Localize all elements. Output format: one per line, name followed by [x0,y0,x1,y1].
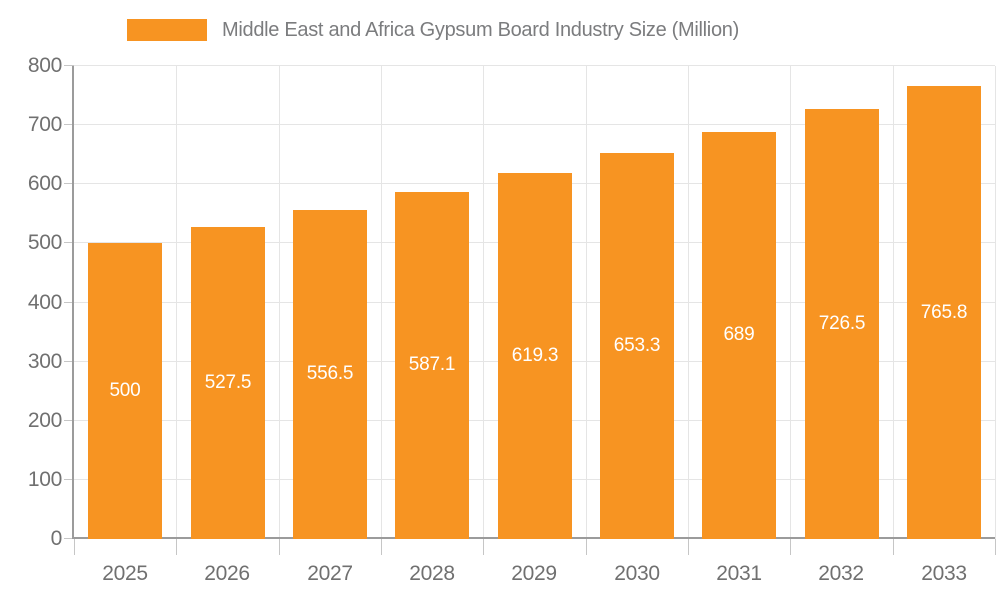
gridline-horizontal [74,124,995,125]
x-tick-label: 2030 [614,562,660,585]
y-tick-label: 0 [50,527,63,550]
gridline-vertical [995,66,996,539]
gridline-vertical [381,66,382,539]
x-axis-tick [279,539,280,555]
legend-label: Middle East and Africa Gypsum Board Indu… [222,19,739,41]
gridline-vertical [790,66,791,539]
bar-value-label: 689 [723,324,755,345]
bar-2030[interactable] [600,153,674,539]
y-axis-tick [64,65,74,66]
y-axis-tick [64,479,74,480]
x-tick-label: 2033 [921,562,967,585]
x-tick-label: 2025 [102,562,148,585]
gridline-vertical [483,66,484,539]
y-axis-tick [64,420,74,421]
x-axis-tick [176,539,177,555]
bar-value-label: 619.3 [511,345,559,366]
bar-2025[interactable] [88,243,162,539]
bar-value-label: 653.3 [613,335,661,356]
x-tick-label: 2032 [818,562,864,585]
y-tick-label: 700 [27,113,62,136]
gridline-vertical [586,66,587,539]
x-tick-label: 2026 [204,562,250,585]
bar-2029[interactable] [498,173,572,539]
bar-2027[interactable] [293,210,367,539]
x-axis-tick [381,539,382,555]
x-axis-tick [995,539,996,555]
bar-value-label: 500 [109,380,141,401]
y-tick-label: 600 [27,172,62,195]
y-tick-label: 100 [27,468,62,491]
bar-2032[interactable] [805,109,879,539]
bar-value-label: 726.5 [818,313,866,334]
x-axis-tick [893,539,894,555]
y-axis-tick [64,183,74,184]
gridline-vertical [279,66,280,539]
bar-2028[interactable] [395,192,469,539]
bar-2033[interactable] [907,86,981,539]
bar-value-label: 765.8 [920,302,968,323]
x-axis-tick [74,539,75,555]
bar-value-label: 556.5 [306,363,354,384]
x-axis-tick [790,539,791,555]
x-axis-tick [586,539,587,555]
y-tick-label: 300 [27,350,62,373]
gridline-horizontal [74,65,995,66]
y-tick-label: 500 [27,231,62,254]
gridline-vertical [176,66,177,539]
y-tick-label: 200 [27,409,62,432]
x-tick-label: 2028 [409,562,455,585]
x-tick-label: 2027 [307,562,353,585]
x-tick-label: 2029 [511,562,557,585]
x-axis-tick [688,539,689,555]
bar-2026[interactable] [191,227,265,539]
bar-value-label: 587.1 [408,354,456,375]
gridline-vertical [893,66,894,539]
y-tick-label: 400 [27,291,62,314]
y-axis-tick [64,242,74,243]
y-tick-label: 800 [27,54,62,77]
y-axis-tick [64,302,74,303]
bar-value-label: 527.5 [204,372,252,393]
x-axis-tick [483,539,484,555]
y-axis-tick [64,124,74,125]
y-axis-line [72,66,74,539]
bar-2031[interactable] [702,132,776,539]
legend-swatch-icon [127,19,207,41]
y-axis-tick [64,538,74,539]
x-tick-label: 2031 [716,562,762,585]
gridline-vertical [688,66,689,539]
legend-item[interactable]: Middle East and Africa Gypsum Board Indu… [127,17,739,43]
y-axis-tick [64,361,74,362]
